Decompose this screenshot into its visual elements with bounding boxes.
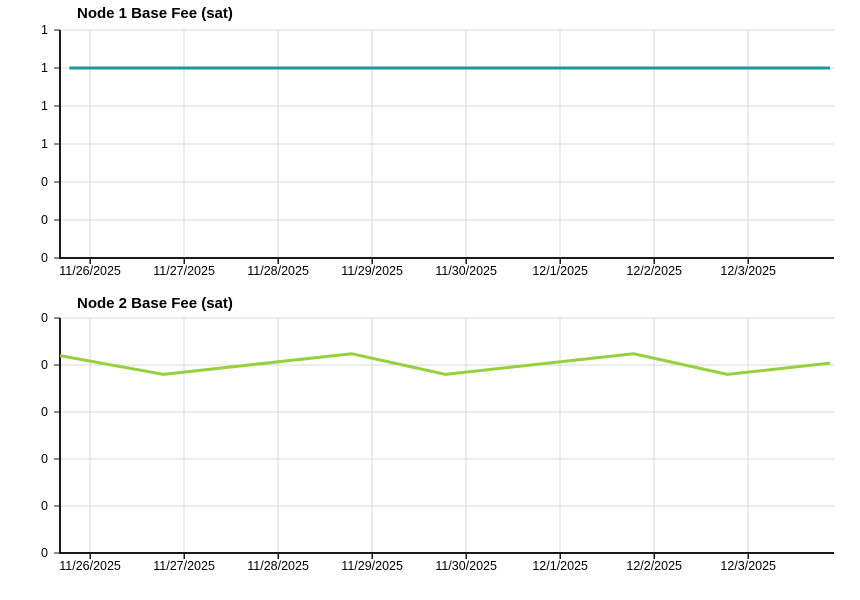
x-tick-label: 11/30/2025 — [435, 264, 497, 278]
x-tick-label: 12/2/2025 — [626, 264, 682, 278]
y-tick-label: 0 — [41, 175, 48, 189]
y-tick-label: 0 — [41, 546, 48, 560]
y-tick-label: 0 — [41, 251, 48, 265]
y-tick-label: 1 — [41, 137, 48, 151]
y-tick-label: 0 — [41, 358, 48, 372]
x-tick-label: 11/26/2025 — [59, 264, 121, 278]
y-tick-label: 1 — [41, 99, 48, 113]
x-tick-label: 11/28/2025 — [247, 264, 309, 278]
y-tick-label: 1 — [41, 61, 48, 75]
y-tick-label: 0 — [41, 311, 48, 325]
x-tick-label: 11/30/2025 — [435, 559, 497, 573]
y-tick-label: 1 — [41, 23, 48, 37]
x-tick-label: 11/27/2025 — [153, 264, 215, 278]
x-tick-label: 12/3/2025 — [720, 264, 776, 278]
x-tick-label: 12/1/2025 — [532, 559, 588, 573]
y-tick-label: 0 — [41, 452, 48, 466]
x-tick-label: 12/3/2025 — [720, 559, 776, 573]
x-tick-label: 11/27/2025 — [153, 559, 215, 573]
x-tick-label: 12/2/2025 — [626, 559, 682, 573]
x-tick-label: 12/1/2025 — [532, 264, 588, 278]
y-tick-label: 0 — [41, 405, 48, 419]
x-tick-label: 11/29/2025 — [341, 264, 403, 278]
x-tick-label: 11/28/2025 — [247, 559, 309, 573]
y-tick-label: 0 — [41, 499, 48, 513]
x-tick-label: 11/26/2025 — [59, 559, 121, 573]
node1-chart-title: Node 1 Base Fee (sat) — [77, 5, 233, 22]
node-2-base-fee-line — [59, 352, 831, 376]
y-tick-label: 0 — [41, 213, 48, 227]
node2-chart-title: Node 2 Base Fee (sat) — [77, 295, 233, 312]
x-tick-label: 11/29/2025 — [341, 559, 403, 573]
